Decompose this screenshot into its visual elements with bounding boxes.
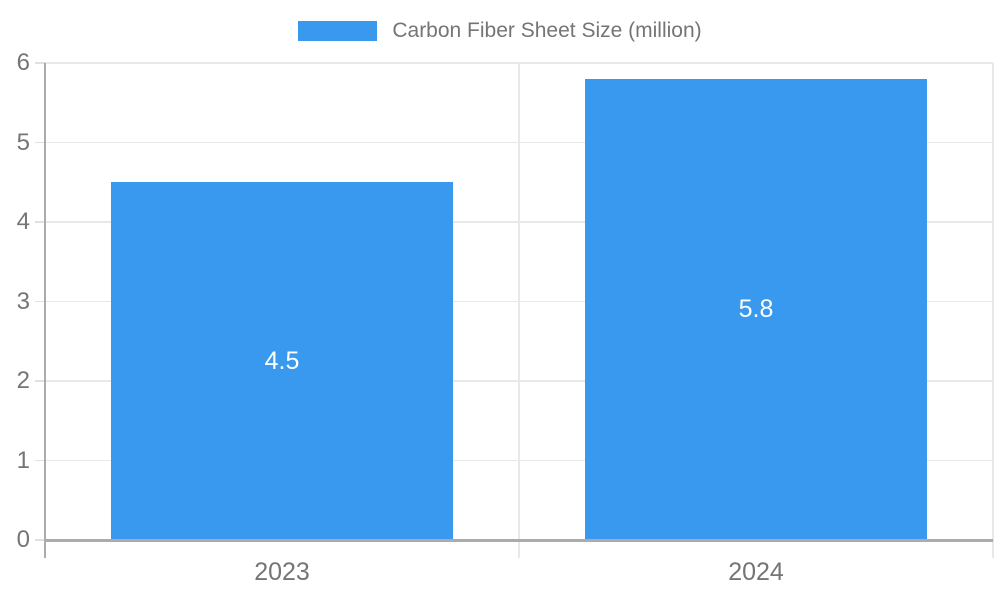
bar-value-label: 5.8 [738, 295, 774, 324]
y-axis-tick-label: 6 [16, 49, 30, 76]
chart-legend: Carbon Fiber Sheet Size (million) [0, 20, 1000, 42]
gridline [992, 63, 994, 558]
x-axis-category-label: 2023 [254, 558, 310, 586]
bar-2023[interactable]: 4.5 [111, 182, 453, 540]
bar-2024[interactable]: 5.8 [585, 78, 927, 540]
y-axis-tick-label: 1 [16, 446, 30, 474]
y-axis-tick [35, 221, 45, 223]
plot-area: 4.5 5.8 [35, 62, 994, 558]
y-axis-tick [35, 380, 45, 382]
bar-value-label: 4.5 [264, 347, 300, 376]
y-axis-tick-label: 0 [16, 526, 30, 553]
x-axis-line [45, 539, 993, 542]
y-axis-tick-label: 5 [16, 128, 30, 156]
legend-item[interactable]: Carbon Fiber Sheet Size (million) [298, 19, 702, 42]
y-axis-line [44, 63, 46, 558]
y-axis-tick [35, 62, 45, 64]
y-axis-tick-label: 3 [16, 287, 30, 315]
x-axis-category-label: 2024 [728, 558, 784, 586]
y-axis-tick [35, 459, 45, 462]
y-axis-tick [35, 539, 45, 541]
y-axis-tick [35, 141, 45, 144]
y-axis-tick-label: 2 [16, 367, 30, 394]
legend-label: Carbon Fiber Sheet Size (million) [392, 19, 702, 42]
y-axis-tick-label: 4 [16, 208, 30, 235]
gridline [518, 63, 520, 558]
y-axis-tick [35, 300, 45, 303]
legend-color-swatch [298, 21, 378, 41]
